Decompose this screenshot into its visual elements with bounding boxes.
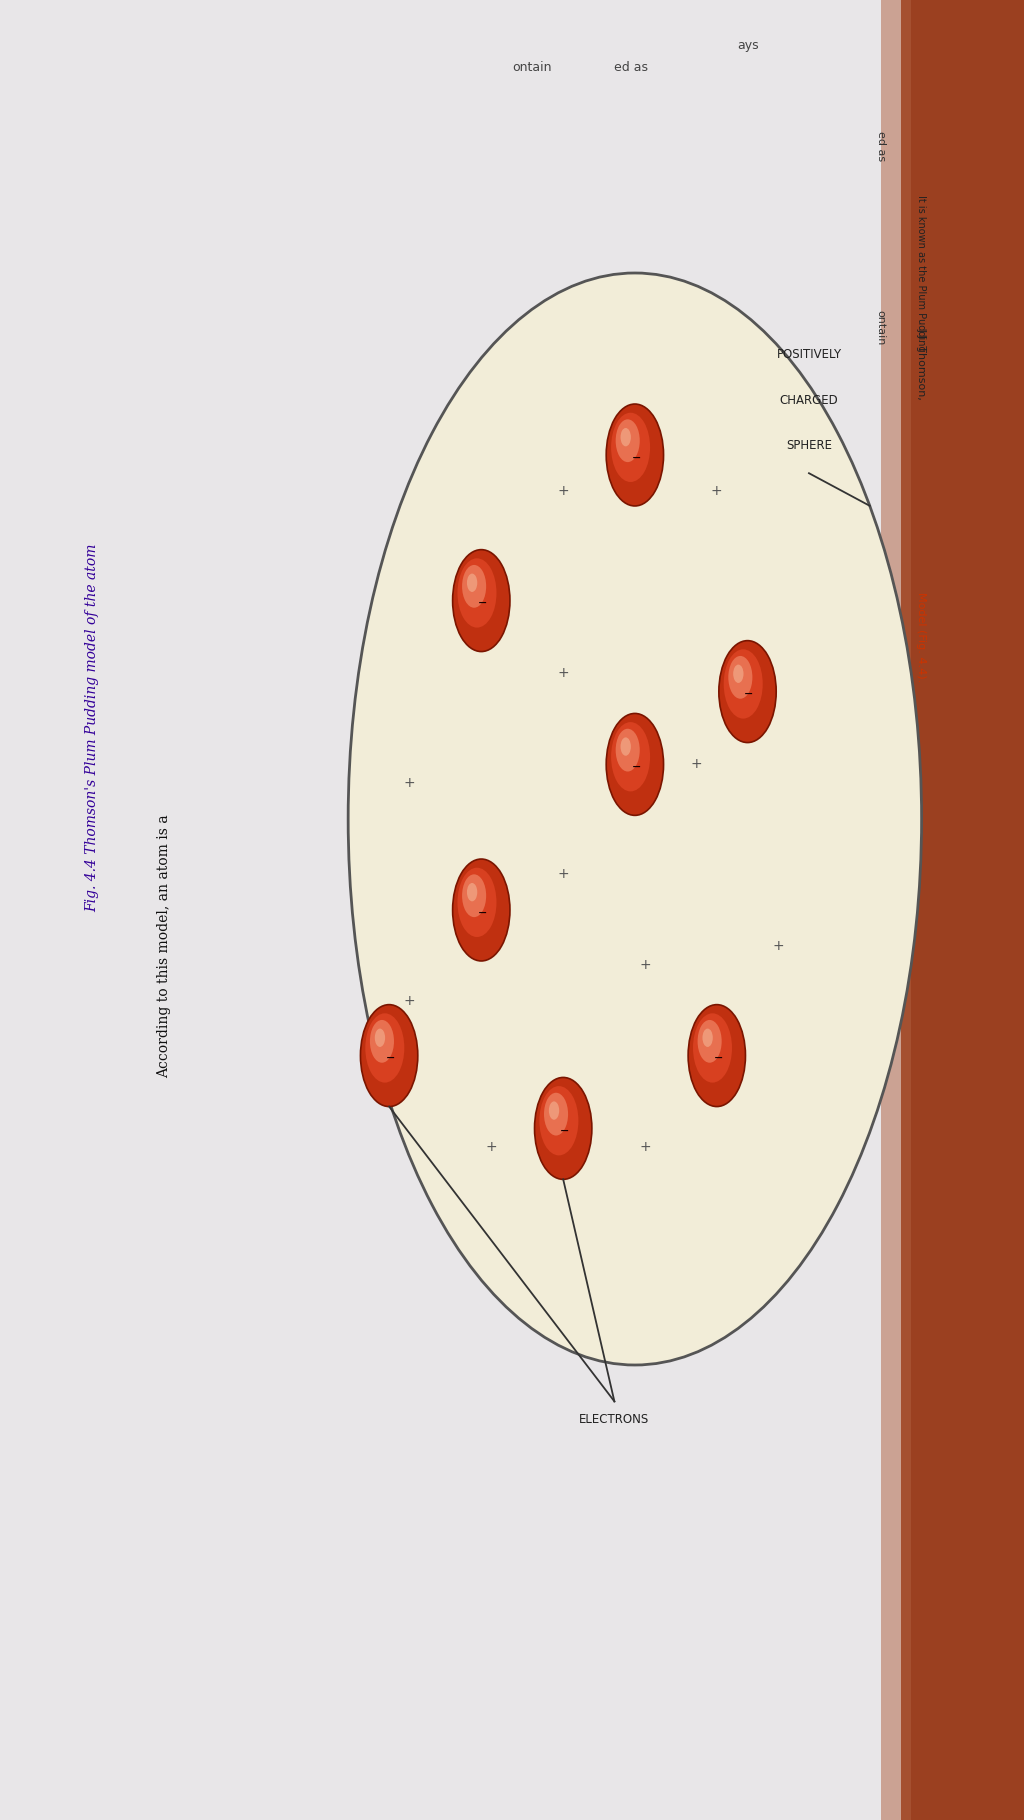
Text: +: + bbox=[557, 866, 569, 881]
Text: ontain: ontain bbox=[512, 60, 552, 75]
Circle shape bbox=[728, 655, 753, 699]
Text: Model (Fig. 4.4).: Model (Fig. 4.4). bbox=[916, 592, 927, 682]
Text: +: + bbox=[772, 939, 784, 954]
Text: +: + bbox=[690, 757, 702, 772]
Circle shape bbox=[360, 1005, 418, 1107]
Circle shape bbox=[702, 1028, 713, 1046]
Text: +: + bbox=[403, 994, 416, 1008]
Bar bbox=[901, 0, 1024, 1820]
Circle shape bbox=[621, 737, 631, 755]
Circle shape bbox=[453, 550, 510, 652]
Text: +: + bbox=[403, 775, 416, 790]
Circle shape bbox=[370, 1019, 394, 1063]
Text: +: + bbox=[639, 957, 651, 972]
Circle shape bbox=[544, 1092, 568, 1136]
Text: −: − bbox=[386, 1054, 395, 1063]
Text: +: + bbox=[711, 484, 723, 499]
Text: ays: ays bbox=[737, 38, 759, 53]
Text: ELECTRONS: ELECTRONS bbox=[580, 1412, 649, 1427]
Circle shape bbox=[606, 404, 664, 506]
Circle shape bbox=[462, 564, 486, 608]
Text: +: + bbox=[557, 666, 569, 681]
Text: SPHERE: SPHERE bbox=[786, 439, 831, 453]
Text: CHARGED: CHARGED bbox=[779, 393, 839, 408]
Circle shape bbox=[611, 413, 650, 482]
Text: +: + bbox=[485, 1139, 498, 1154]
Text: −: − bbox=[632, 453, 641, 462]
Circle shape bbox=[693, 1014, 732, 1083]
Circle shape bbox=[462, 874, 486, 917]
Text: ontain: ontain bbox=[876, 309, 886, 346]
Circle shape bbox=[375, 1028, 385, 1046]
Text: Fig. 4.4 Thomson's Plum Pudding model of the atom: Fig. 4.4 Thomson's Plum Pudding model of… bbox=[85, 544, 99, 912]
Text: −: − bbox=[560, 1127, 569, 1136]
Circle shape bbox=[549, 1101, 559, 1119]
Circle shape bbox=[453, 859, 510, 961]
Circle shape bbox=[615, 419, 640, 462]
Circle shape bbox=[467, 573, 477, 592]
Circle shape bbox=[724, 650, 763, 719]
Circle shape bbox=[621, 428, 631, 446]
Circle shape bbox=[688, 1005, 745, 1107]
Text: ed as: ed as bbox=[614, 60, 648, 75]
FancyBboxPatch shape bbox=[0, 0, 901, 1820]
Text: J.J. Thomson,: J.J. Thomson, bbox=[916, 328, 927, 400]
Circle shape bbox=[606, 713, 664, 815]
Text: −: − bbox=[478, 908, 487, 917]
Bar bbox=[881, 0, 911, 1820]
Text: −: − bbox=[714, 1054, 723, 1063]
Circle shape bbox=[467, 883, 477, 901]
Circle shape bbox=[535, 1077, 592, 1179]
Text: ed as: ed as bbox=[876, 131, 886, 160]
Text: According to this model, an atom is a: According to this model, an atom is a bbox=[157, 815, 171, 1077]
Circle shape bbox=[540, 1087, 579, 1156]
Text: −: − bbox=[478, 599, 487, 608]
Text: −: − bbox=[744, 690, 754, 699]
Text: −: − bbox=[632, 763, 641, 772]
Circle shape bbox=[733, 664, 743, 682]
Circle shape bbox=[719, 641, 776, 743]
Text: It is known as the Plum Pudding: It is known as the Plum Pudding bbox=[916, 195, 927, 351]
Circle shape bbox=[615, 728, 640, 772]
Text: +: + bbox=[639, 1139, 651, 1154]
Circle shape bbox=[458, 868, 497, 937]
Circle shape bbox=[366, 1014, 404, 1083]
Circle shape bbox=[458, 559, 497, 628]
Circle shape bbox=[611, 723, 650, 792]
Text: POSITIVELY: POSITIVELY bbox=[776, 348, 842, 362]
Ellipse shape bbox=[348, 273, 922, 1365]
Circle shape bbox=[697, 1019, 722, 1063]
Text: +: + bbox=[557, 484, 569, 499]
